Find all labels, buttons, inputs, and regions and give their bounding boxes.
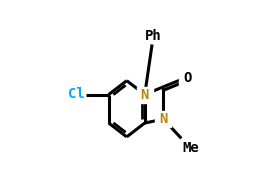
Text: N: N	[159, 112, 168, 126]
Text: O: O	[184, 71, 192, 85]
Text: Ph: Ph	[145, 29, 162, 43]
Text: Me: Me	[183, 141, 200, 155]
Text: Cl: Cl	[68, 87, 85, 101]
Text: N: N	[141, 87, 149, 102]
